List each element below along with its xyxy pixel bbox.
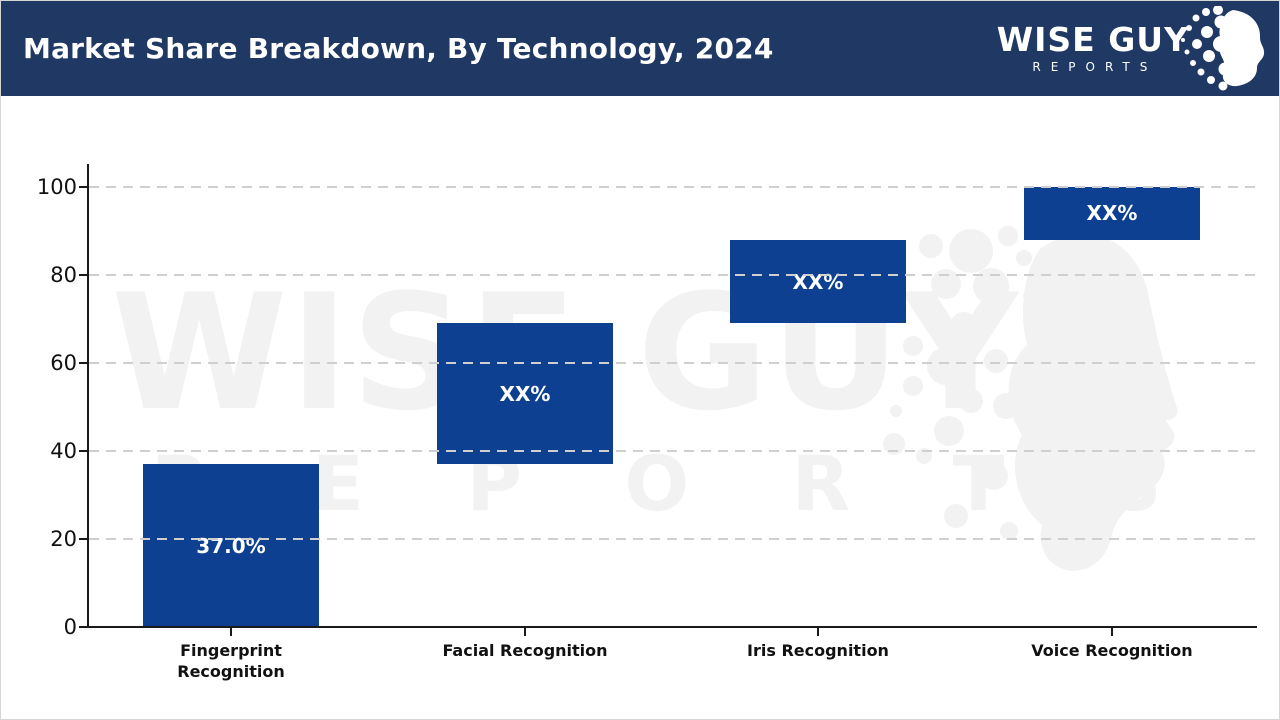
bar-value-label: XX% <box>792 269 844 294</box>
x-tick-label-line: Facial Recognition <box>442 641 608 660</box>
gridline-60 <box>89 362 1255 364</box>
watermark-dot <box>890 405 902 417</box>
header-bar: Market Share Breakdown, By Technology, 2… <box>1 1 1279 96</box>
bar-iris-recognition: XX% <box>730 239 906 324</box>
wise-guy-logo: WISE GUY REPORTS <box>996 5 1279 92</box>
watermark-dot <box>949 229 993 273</box>
watermark-dot <box>980 462 1008 490</box>
y-tick-label-0: 0 <box>63 615 77 639</box>
bar-fingerprint-recognition: 37.0% <box>143 464 319 627</box>
x-tick-label-1: Facial Recognition <box>415 640 635 661</box>
x-tick-label-3: Voice Recognition <box>1002 640 1222 661</box>
watermark-dot <box>984 349 1008 373</box>
x-tick-label-2: Iris Recognition <box>708 640 928 661</box>
logo-text: WISE GUY REPORTS <box>996 20 1189 75</box>
x-tick-1 <box>524 628 526 636</box>
y-tick-label-60: 60 <box>50 351 77 375</box>
watermark-dot <box>1016 250 1032 266</box>
y-tick-0 <box>79 626 87 628</box>
y-tick-label-40: 40 <box>50 439 77 463</box>
watermark-dot <box>916 448 932 464</box>
watermark-face-icon <box>996 223 1191 592</box>
y-tick-20 <box>79 538 87 540</box>
x-tick-0 <box>230 628 232 636</box>
y-tick-60 <box>79 362 87 364</box>
y-tick-label-100: 100 <box>36 175 77 199</box>
bar-voice-recognition: XX% <box>1024 187 1200 240</box>
bar-value-label: XX% <box>1086 201 1138 226</box>
watermark-dot <box>934 416 964 446</box>
x-tick-2 <box>817 628 819 636</box>
watermark-dot <box>903 376 923 396</box>
watermark-dot <box>1023 288 1039 304</box>
x-tick-label-line: Recognition <box>177 662 285 681</box>
y-tick-label-80: 80 <box>50 263 77 287</box>
gridline-20 <box>89 538 1255 540</box>
watermark-dot <box>903 336 923 356</box>
watermark-dot <box>950 312 978 340</box>
y-tick-100 <box>79 186 87 188</box>
bar-value-label: 37.0% <box>196 533 266 558</box>
watermark-dot <box>998 226 1018 246</box>
watermark-dot <box>927 347 965 385</box>
gridline-40 <box>89 450 1255 452</box>
gridline-80 <box>89 274 1255 276</box>
watermark-dot <box>1000 522 1018 540</box>
gridline-100 <box>89 186 1255 188</box>
watermark-dot <box>1023 470 1041 488</box>
y-tick-label-20: 20 <box>50 527 77 551</box>
x-tick-label-line: Iris Recognition <box>747 641 889 660</box>
x-tick-label-0: Fingerprint Recognition <box>121 640 341 682</box>
logo-face-icon <box>1181 5 1265 90</box>
watermark-dot <box>919 234 943 258</box>
watermark-dot <box>959 389 983 413</box>
watermark-dot <box>883 433 905 455</box>
x-tick-label-line: Voice Recognition <box>1031 641 1193 660</box>
watermark-dot <box>944 504 968 528</box>
x-tick-label-line: Fingerprint <box>180 641 282 660</box>
y-axis-line <box>87 164 89 628</box>
logo-wiseguy-label: WISE GUY <box>996 20 1189 59</box>
bar-value-label: XX% <box>499 381 551 406</box>
y-tick-40 <box>79 450 87 452</box>
x-axis-line <box>87 626 1257 628</box>
x-tick-3 <box>1111 628 1113 636</box>
y-tick-80 <box>79 274 87 276</box>
chart-title: Market Share Breakdown, By Technology, 2… <box>23 32 774 65</box>
watermark-dot <box>993 393 1019 419</box>
bar-facial-recognition: XX% <box>437 323 613 465</box>
logo-reports-label: REPORTS <box>1032 60 1158 74</box>
